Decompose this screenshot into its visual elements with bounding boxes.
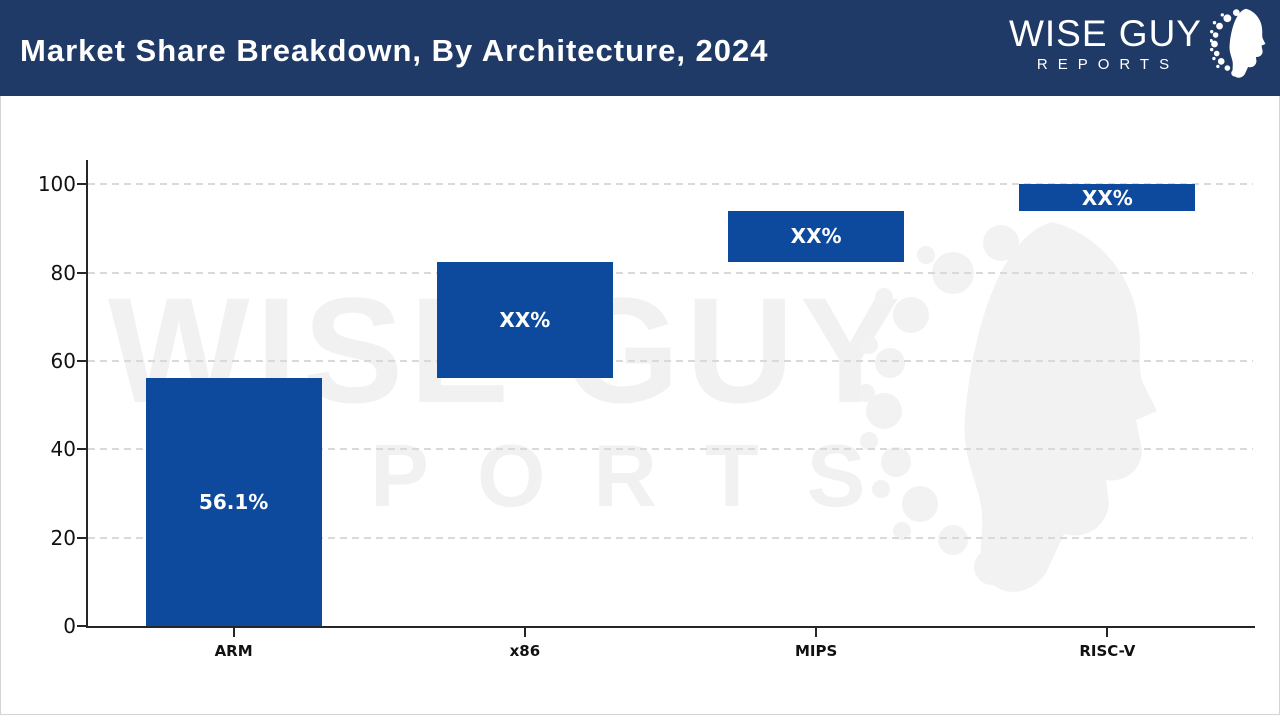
bar-RISC-V (1019, 184, 1196, 212)
gridline-40 (88, 448, 1253, 451)
gridline-80 (88, 271, 1253, 274)
x-axis-label-RISC-V: RISC-V (1079, 642, 1136, 660)
chart-title: Market Share Breakdown, By Architecture,… (20, 33, 769, 68)
x-axis-line (86, 626, 1255, 628)
y-tick-label-100: 100 (37, 172, 76, 197)
x-axis-label-x86: x86 (509, 642, 541, 660)
y-tick-label-0: 0 (63, 614, 76, 638)
y-tick-label-80: 80 (50, 260, 76, 285)
bar-MIPS (728, 211, 905, 262)
y-tick-mark-0 (77, 625, 86, 627)
bar-value-label-x86: XX% (499, 307, 551, 332)
y-tick-label-20: 20 (50, 525, 76, 550)
x-tick-mark-x86 (523, 628, 526, 637)
bar-value-label-MIPS: XX% (790, 224, 842, 249)
y-tick-mark-80 (77, 271, 86, 274)
gridline-20 (88, 536, 1253, 539)
x-tick-mark-RISC-V (1106, 628, 1109, 637)
y-tick-mark-100 (77, 183, 86, 186)
bar-value-label-ARM: 56.1% (198, 490, 269, 515)
x-tick-mark-MIPS (815, 628, 818, 637)
x-axis-label-ARM: ARM (214, 642, 253, 660)
gridline-100 (88, 183, 1253, 186)
header-band: Market Share Breakdown, By Architecture,… (0, 0, 1280, 96)
brand-logo-text: WISE GUY REPORTS (1009, 15, 1202, 73)
y-tick-label-60: 60 (50, 348, 76, 373)
y-axis-line (86, 160, 88, 628)
x-tick-mark-ARM (232, 628, 235, 637)
gridline-60 (88, 359, 1253, 362)
logo-subtext: REPORTS (1036, 56, 1180, 73)
logo-head-icon (1210, 7, 1266, 81)
bar-x86 (436, 261, 613, 379)
brand-logo: WISE GUY REPORTS (1009, 7, 1266, 81)
y-tick-mark-20 (77, 536, 86, 539)
bar-value-label-RISC-V: XX% (1081, 185, 1133, 210)
logo-wordmark: WISE GUY (1008, 13, 1202, 54)
y-tick-mark-40 (77, 448, 86, 451)
bar-ARM (145, 378, 322, 626)
y-tick-label-40: 40 (50, 437, 76, 462)
y-tick-mark-60 (77, 359, 86, 362)
x-axis-label-MIPS: MIPS (794, 642, 838, 660)
